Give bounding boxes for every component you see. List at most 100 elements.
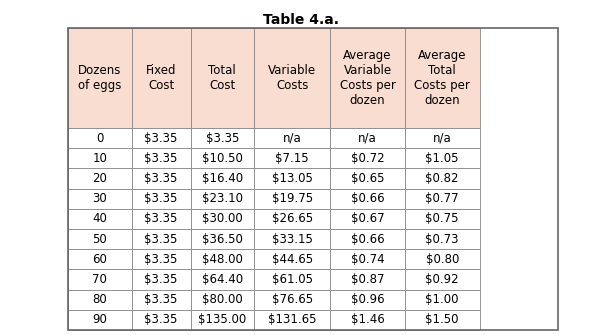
Text: $80.00: $80.00 [202,293,243,306]
Bar [330,189,405,209]
Bar [190,189,254,209]
Text: n/a: n/a [433,132,452,145]
Text: 40: 40 [93,212,107,225]
Bar [190,310,254,330]
Text: $3.35: $3.35 [144,293,178,306]
Text: n/a: n/a [358,132,377,145]
Text: $44.65: $44.65 [272,253,312,266]
Bar [254,289,330,310]
Text: $1.05: $1.05 [426,152,459,165]
Text: $0.73: $0.73 [426,232,459,246]
Text: Table 4.a.: Table 4.a. [263,13,339,27]
Text: $3.35: $3.35 [144,212,178,225]
Text: 80: 80 [93,293,107,306]
Text: $0.96: $0.96 [351,293,384,306]
Bar [405,189,480,209]
Text: $3.35: $3.35 [144,253,178,266]
Text: $0.67: $0.67 [351,212,384,225]
Bar [254,229,330,249]
Text: 10: 10 [93,152,107,165]
Text: $1.00: $1.00 [426,293,459,306]
Text: 60: 60 [93,253,107,266]
Bar [330,169,405,189]
Bar [330,148,405,169]
Bar [132,289,190,310]
Text: Dozens
of eggs: Dozens of eggs [78,64,122,92]
Text: $0.72: $0.72 [351,152,384,165]
Bar [132,169,190,189]
Bar [254,189,330,209]
Bar [132,128,190,148]
Bar [254,169,330,189]
Text: $19.75: $19.75 [272,192,312,205]
Bar [254,269,330,289]
Text: $0.77: $0.77 [426,192,459,205]
Bar [132,269,190,289]
Text: $3.35: $3.35 [144,314,178,326]
Bar [405,169,480,189]
Text: $76.65: $76.65 [272,293,312,306]
Bar [132,229,190,249]
Text: $1.46: $1.46 [350,314,385,326]
Text: $33.15: $33.15 [272,232,312,246]
Bar [254,209,330,229]
Text: $0.75: $0.75 [426,212,459,225]
Bar [254,148,330,169]
Bar [330,249,405,269]
Bar [330,128,405,148]
Text: $7.15: $7.15 [275,152,309,165]
Bar [132,249,190,269]
Text: 70: 70 [93,273,107,286]
Bar [330,310,405,330]
Bar [330,229,405,249]
Bar [132,148,190,169]
Text: 90: 90 [93,314,107,326]
Bar [190,289,254,310]
Bar [132,209,190,229]
Text: $0.92: $0.92 [426,273,459,286]
Bar [68,249,132,269]
Bar [190,229,254,249]
Bar [132,189,190,209]
Bar [132,310,190,330]
Bar [190,249,254,269]
Bar [405,229,480,249]
Bar [68,209,132,229]
Text: $48.00: $48.00 [202,253,243,266]
Text: $0.66: $0.66 [351,192,384,205]
Text: n/a: n/a [283,132,302,145]
Text: 50: 50 [93,232,107,246]
Text: $64.40: $64.40 [202,273,243,286]
Text: $13.05: $13.05 [272,172,312,185]
Bar [68,189,132,209]
Bar [190,148,254,169]
Bar [405,209,480,229]
Text: $26.65: $26.65 [272,212,312,225]
Text: $16.40: $16.40 [202,172,243,185]
Text: $3.35: $3.35 [144,192,178,205]
Text: $0.82: $0.82 [426,172,459,185]
Text: Average
Total
Costs per
dozen: Average Total Costs per dozen [414,49,470,107]
Text: $3.35: $3.35 [144,232,178,246]
Bar [190,209,254,229]
Bar [68,289,132,310]
Text: Total
Cost: Total Cost [208,64,236,92]
Text: $0.80: $0.80 [426,253,459,266]
Bar [330,209,405,229]
Bar [405,148,480,169]
Bar [68,169,132,189]
Text: $3.35: $3.35 [144,152,178,165]
Text: $36.50: $36.50 [202,232,243,246]
Bar [68,28,132,128]
Text: Fixed
Cost: Fixed Cost [146,64,176,92]
Bar [68,269,132,289]
Bar [254,128,330,148]
Text: $3.35: $3.35 [144,273,178,286]
Bar [132,28,190,128]
Bar [254,310,330,330]
Text: Average
Variable
Costs per
dozen: Average Variable Costs per dozen [340,49,396,107]
Bar [68,229,132,249]
Text: $3.35: $3.35 [144,132,178,145]
Text: $1.50: $1.50 [426,314,459,326]
Text: $3.35: $3.35 [206,132,239,145]
